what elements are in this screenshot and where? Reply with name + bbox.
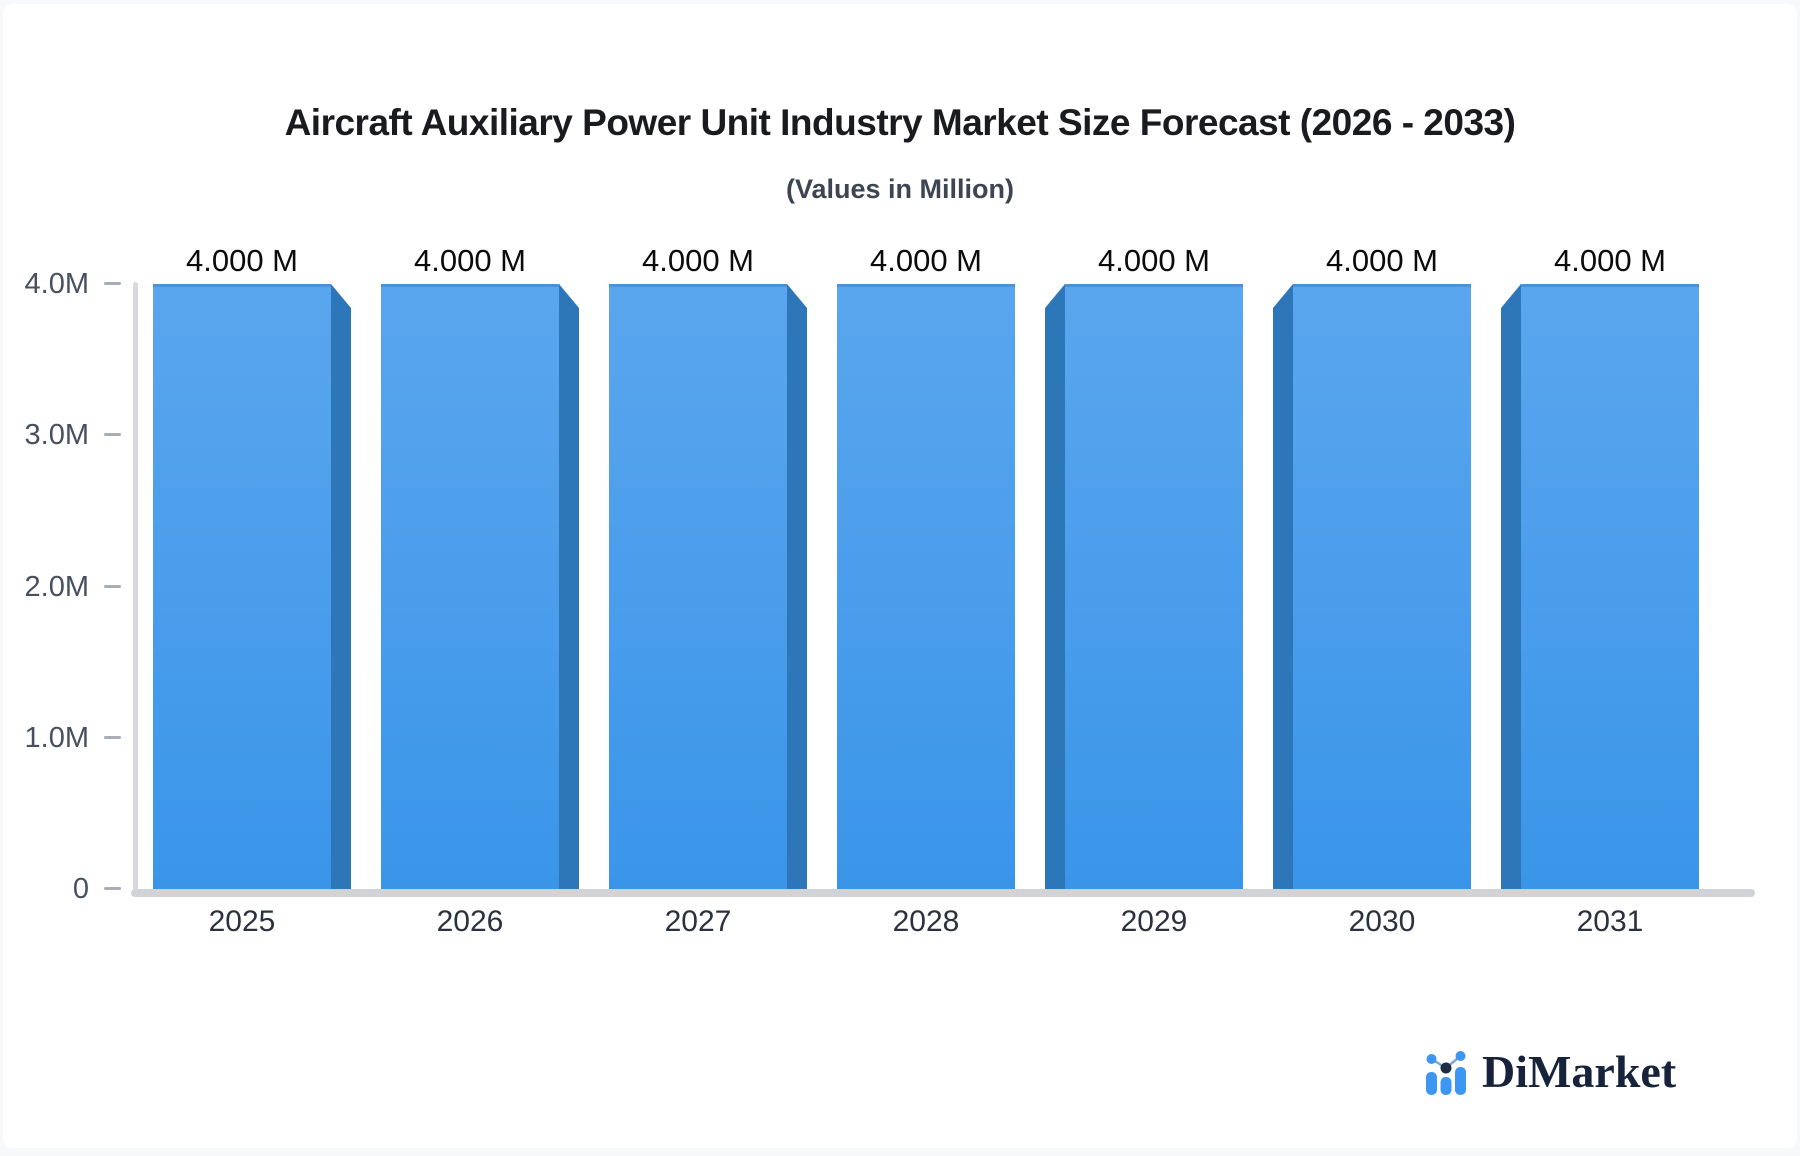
bar-value-label: 4.000 M — [1325, 243, 1439, 278]
dimarket-logo-text: DiMarket — [1482, 1046, 1677, 1097]
dimarket-logo: DiMarket — [1424, 1048, 1676, 1096]
bar-side-3d — [787, 284, 807, 889]
bar-face — [381, 284, 559, 889]
y-axis-tick-label: 4.0M — [24, 268, 89, 300]
x-axis-label: 2028 — [892, 905, 960, 938]
bar-side-3d — [559, 284, 579, 889]
x-axis-label: 2027 — [664, 905, 732, 938]
chart-card: Aircraft Auxiliary Power Unit Industry M… — [3, 4, 1797, 1148]
bar-side-3d — [1045, 284, 1065, 889]
bar-face — [1521, 284, 1699, 889]
bar-face — [609, 284, 787, 889]
bar-value-label: 4.000 M — [1553, 243, 1667, 278]
x-axis-label: 2029 — [1120, 905, 1188, 938]
x-axis-label: 2025 — [208, 905, 276, 938]
chart-subtitle: (Values in Million) — [785, 174, 1015, 204]
bar-face — [1065, 284, 1243, 889]
chart-title: Aircraft Auxiliary Power Unit Industry M… — [284, 102, 1516, 143]
bar-value-label: 4.000 M — [641, 243, 755, 278]
bar-value-label: 4.000 M — [185, 243, 299, 278]
y-axis-tick-mark — [104, 584, 121, 588]
bar-value-label: 4.000 M — [413, 243, 527, 278]
y-axis-tick-mark — [104, 282, 121, 285]
x-axis-label: 2031 — [1576, 905, 1644, 938]
bar-face — [1293, 284, 1471, 889]
x-axis-label: 2030 — [1348, 905, 1416, 938]
bar-face — [837, 284, 1015, 889]
y-axis-tick-mark — [104, 433, 121, 437]
bar-value-label: 4.000 M — [869, 243, 983, 278]
y-axis-tick-mark — [104, 887, 121, 890]
y-axis-tick-mark — [104, 735, 121, 739]
mini-bar-chart-logo-icon — [1426, 1051, 1466, 1095]
bar-side-3d — [331, 284, 351, 889]
y-axis-tick-label: 3.0M — [24, 419, 89, 452]
bar-side-3d — [1501, 284, 1521, 889]
x-axis-label: 2026 — [436, 905, 504, 938]
bar-side-3d — [1273, 284, 1293, 889]
x-axis-baseline — [131, 889, 1755, 897]
plot-area: 4.0M 3.0M 2.0M 1.0M 0 4.000 M 2025 4.000 M 2026 4… — [3, 4, 1797, 1148]
y-axis-tick-label: 1.0M — [24, 721, 89, 754]
y-axis-tick-label: 2.0M — [24, 570, 89, 603]
y-axis-tick-label: 0 — [72, 873, 89, 905]
bar-face — [153, 284, 331, 889]
y-axis-line — [133, 282, 138, 892]
bar-value-label: 4.000 M — [1097, 243, 1211, 278]
